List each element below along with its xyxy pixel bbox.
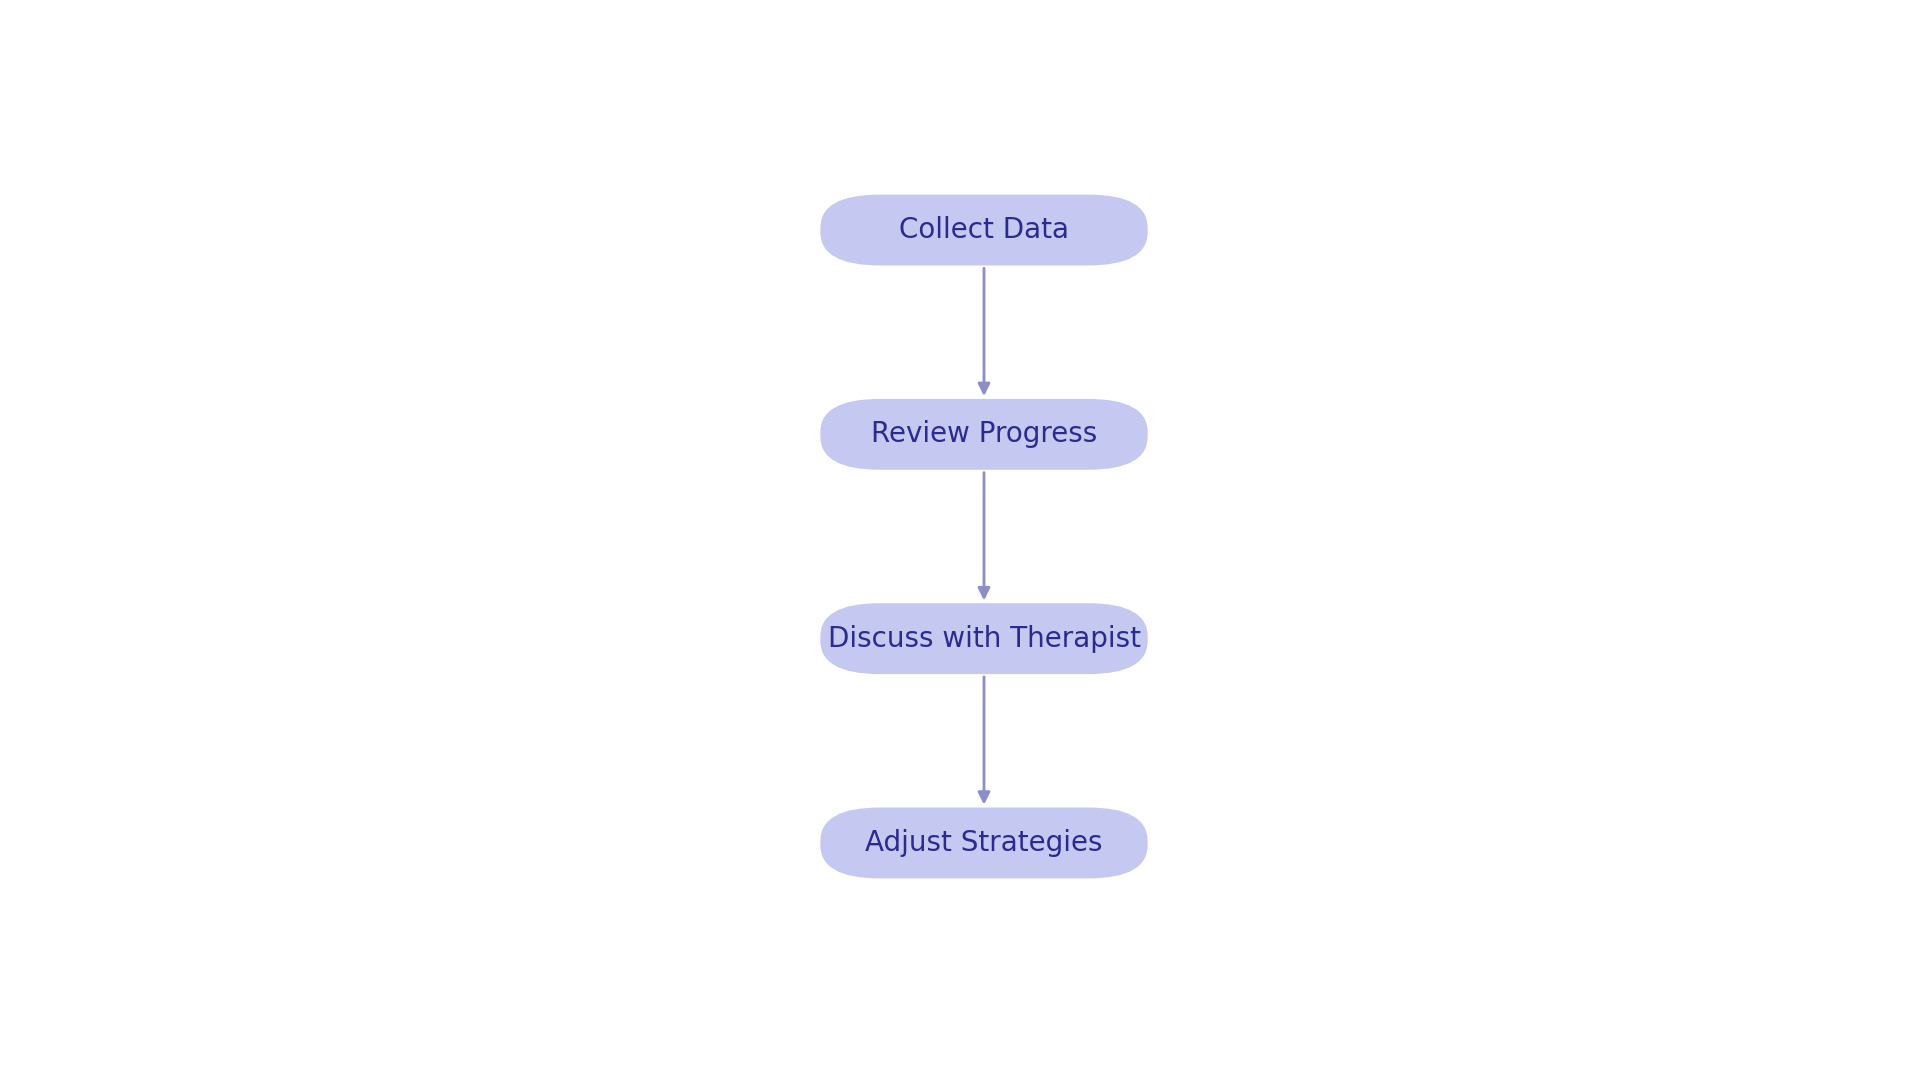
Text: Adjust Strategies: Adjust Strategies <box>866 828 1102 857</box>
FancyBboxPatch shape <box>820 399 1148 470</box>
Text: Discuss with Therapist: Discuss with Therapist <box>828 625 1140 653</box>
FancyBboxPatch shape <box>820 195 1148 265</box>
FancyBboxPatch shape <box>820 808 1148 878</box>
Text: Collect Data: Collect Data <box>899 216 1069 244</box>
FancyBboxPatch shape <box>820 603 1148 674</box>
Text: Review Progress: Review Progress <box>872 420 1096 448</box>
